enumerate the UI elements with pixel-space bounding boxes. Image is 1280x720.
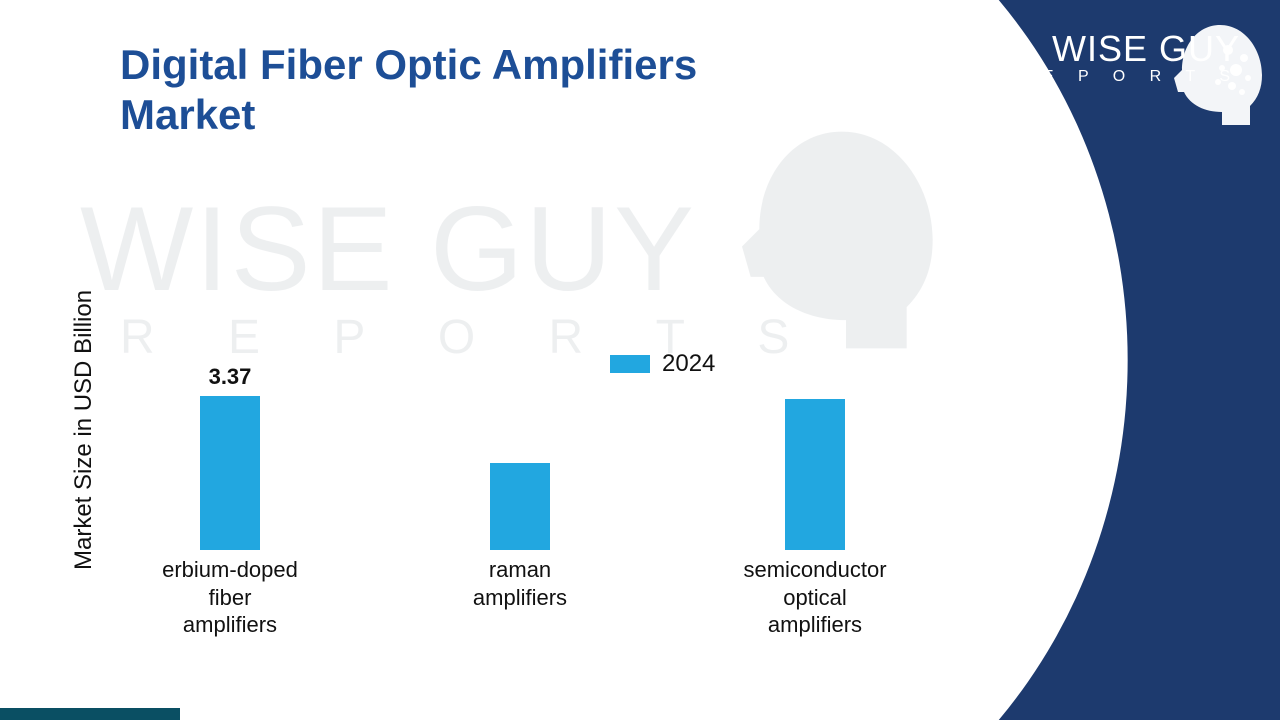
brand-block: WISE GUY R E P O R T S: [1007, 28, 1240, 86]
y-axis-label: Market Size in USD Billion: [70, 290, 98, 570]
legend-label: 2024: [662, 350, 715, 378]
bottom-accent-bar: [0, 708, 180, 720]
x-axis-label: semiconductoropticalamplifiers: [715, 556, 915, 639]
x-axis-label: ramanamplifiers: [420, 556, 620, 611]
watermark-head-icon: [690, 120, 950, 360]
chart-title: Digital Fiber Optic Amplifiers Market: [120, 40, 800, 141]
plot-area: 3.37: [140, 390, 940, 550]
legend: 2024: [610, 350, 715, 378]
x-axis-label: erbium-dopedfiberamplifiers: [130, 556, 330, 639]
brand-name: WISE GUY: [1007, 28, 1240, 70]
legend-swatch: [610, 355, 650, 373]
bar: [490, 463, 550, 550]
x-labels-area: erbium-dopedfiberamplifiersramanamplifie…: [140, 550, 940, 670]
brand-sub: R E P O R T S: [1007, 68, 1240, 86]
bar: [785, 399, 845, 550]
bar-value-label: 3.37: [209, 364, 252, 390]
stage: WISE GUY R E P O R T S WISE GUY R E P O …: [0, 0, 1280, 720]
bar: [200, 396, 260, 550]
